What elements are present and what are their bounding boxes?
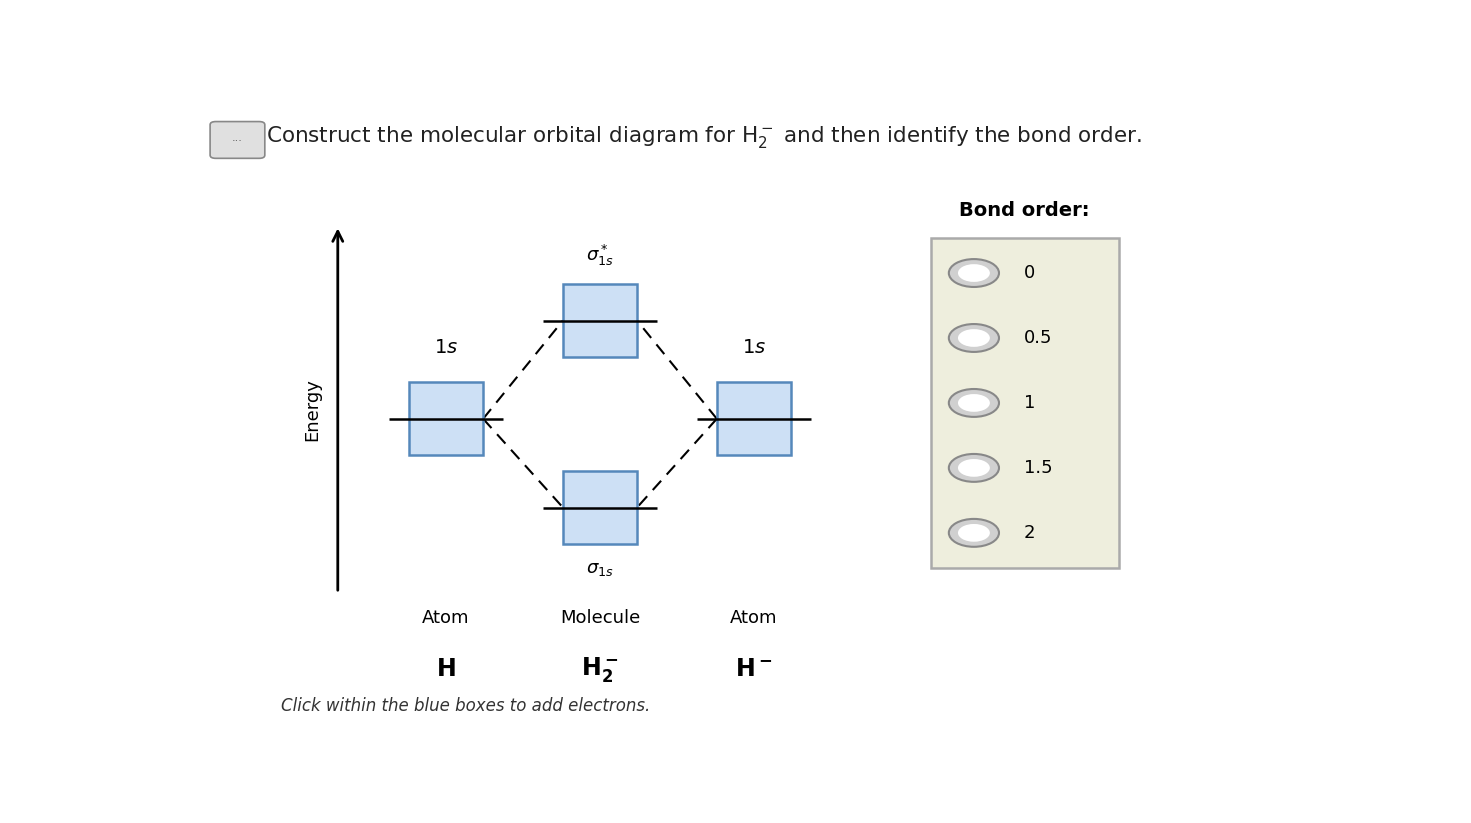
Circle shape bbox=[949, 519, 999, 546]
Text: $\mathregular{C}$onstruct the molecular orbital diagram for H$_2^-$ and then ide: $\mathregular{C}$onstruct the molecular … bbox=[266, 123, 1141, 150]
Circle shape bbox=[949, 324, 999, 352]
Text: 1.5: 1.5 bbox=[1024, 459, 1053, 477]
Text: $\sigma_{1s}$: $\sigma_{1s}$ bbox=[585, 560, 613, 578]
Text: $\bf{H_2^-}$: $\bf{H_2^-}$ bbox=[581, 654, 619, 684]
Text: $1s$: $1s$ bbox=[434, 338, 457, 357]
Text: 2: 2 bbox=[1024, 524, 1036, 542]
Text: Molecule: Molecule bbox=[560, 609, 640, 627]
FancyBboxPatch shape bbox=[210, 122, 265, 158]
Circle shape bbox=[958, 264, 990, 282]
Circle shape bbox=[958, 394, 990, 412]
Text: Atom: Atom bbox=[422, 609, 469, 627]
Text: $\bf{H}$: $\bf{H}$ bbox=[437, 657, 456, 681]
Text: Click within the blue boxes to add electrons.: Click within the blue boxes to add elect… bbox=[281, 697, 650, 714]
Text: Atom: Atom bbox=[730, 609, 778, 627]
Circle shape bbox=[958, 524, 990, 542]
Bar bbox=[563, 284, 637, 357]
Text: ...: ... bbox=[232, 133, 243, 143]
Bar bbox=[716, 383, 791, 455]
Circle shape bbox=[958, 329, 990, 346]
Circle shape bbox=[949, 389, 999, 417]
Text: 0.5: 0.5 bbox=[1024, 329, 1053, 347]
Circle shape bbox=[949, 454, 999, 481]
Text: Bond order:: Bond order: bbox=[959, 202, 1090, 221]
Bar bbox=[563, 471, 637, 544]
Bar bbox=[409, 383, 482, 455]
Text: 1: 1 bbox=[1024, 394, 1036, 412]
Circle shape bbox=[958, 459, 990, 477]
Bar bbox=[931, 238, 1119, 568]
Text: $\sigma^*_{1s}$: $\sigma^*_{1s}$ bbox=[585, 243, 613, 268]
Text: $\bf{H^-}$: $\bf{H^-}$ bbox=[736, 657, 772, 681]
Text: 0: 0 bbox=[1024, 264, 1036, 282]
Text: $1s$: $1s$ bbox=[741, 338, 766, 357]
Circle shape bbox=[949, 259, 999, 287]
Text: Energy: Energy bbox=[303, 378, 322, 440]
